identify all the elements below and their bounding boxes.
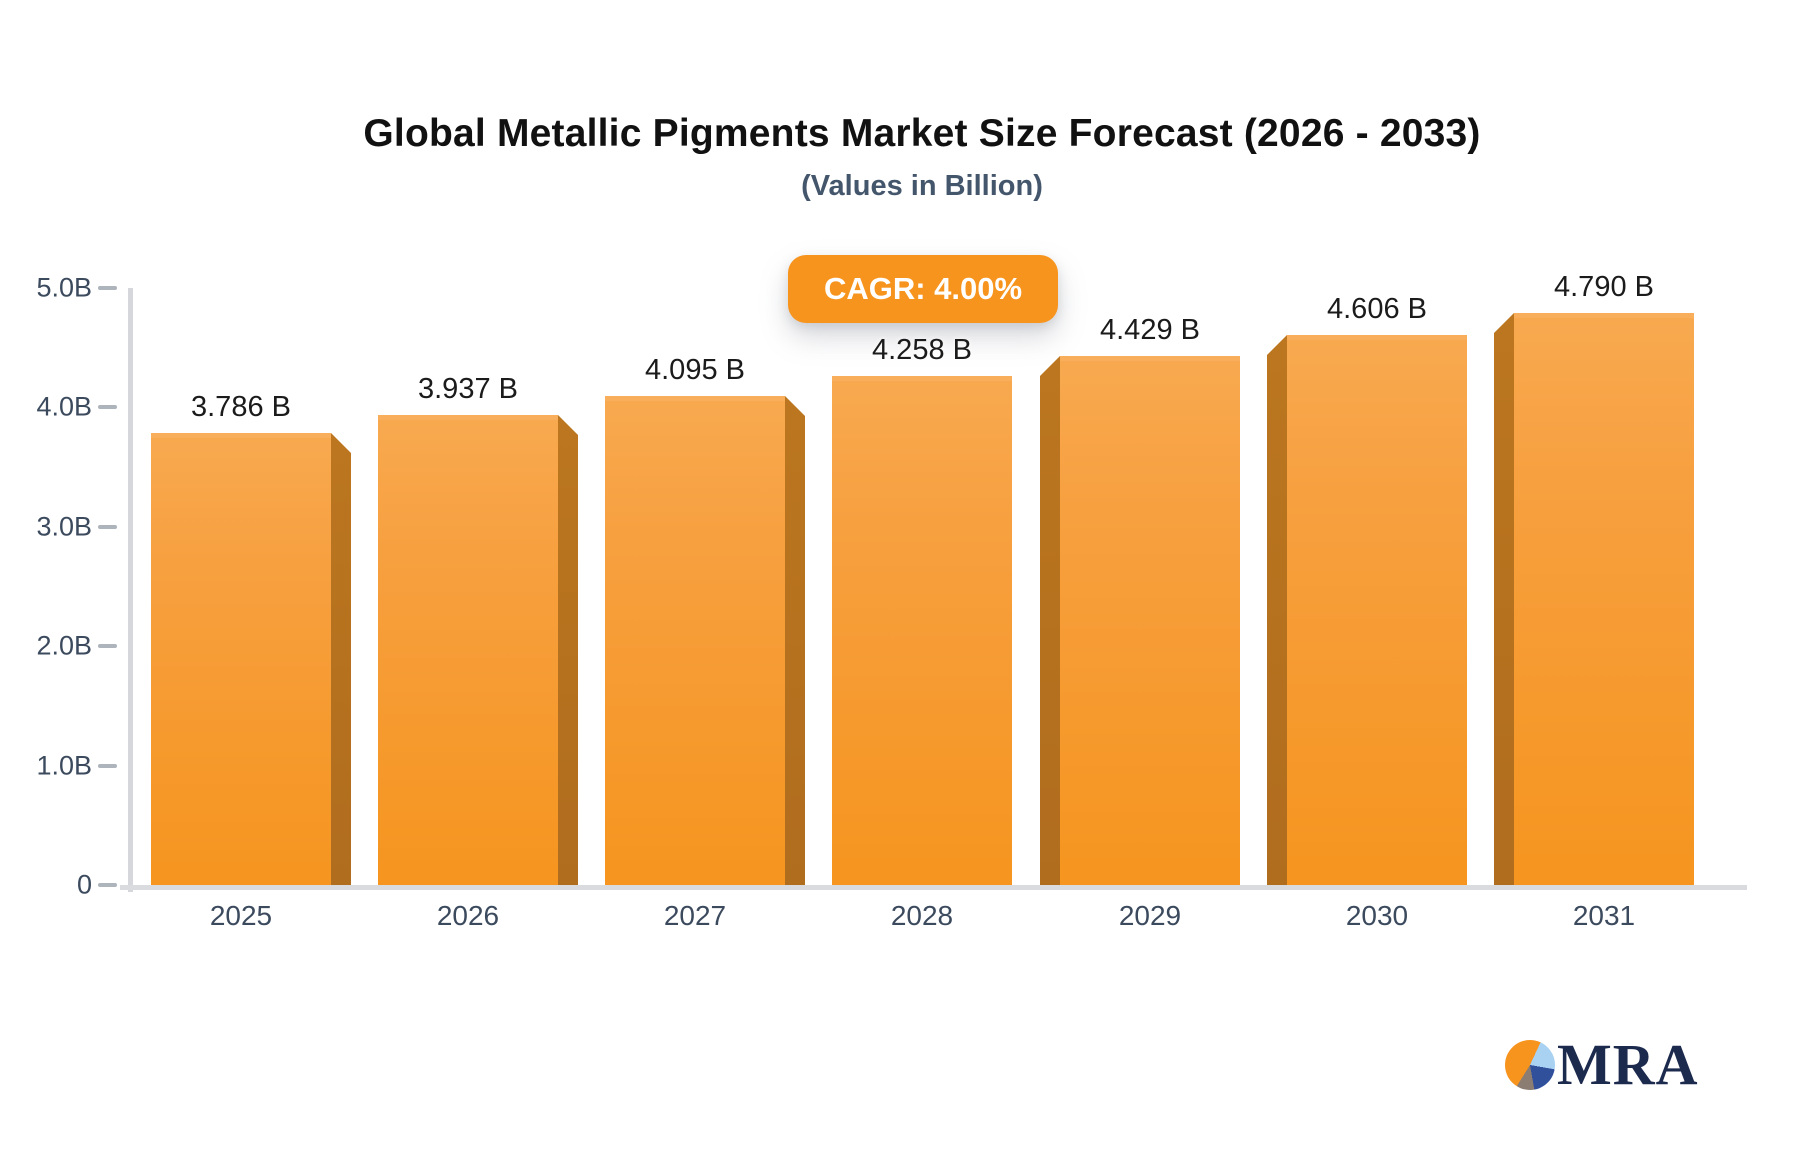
chart-subtitle: (Values in Billion)	[801, 170, 1043, 202]
y-axis-tick-label: 3.0B	[36, 511, 92, 542]
y-axis-tick-label: 2.0B	[36, 630, 92, 661]
bar-value-label: 4.095 B	[645, 354, 745, 386]
x-axis-label-2026: 2026	[436, 900, 500, 931]
y-axis-tick-label: 5.0B	[36, 272, 92, 303]
brand-logo-text: MRA	[1557, 1032, 1699, 1097]
bar-depth-panel	[1494, 313, 1514, 885]
bar-2030	[1287, 335, 1467, 885]
bar-2031	[1514, 313, 1694, 885]
cagr-badge: CAGR: 4.00%	[788, 255, 1058, 323]
bar-2029	[1060, 356, 1240, 885]
x-axis-baseline	[120, 885, 1747, 890]
bar-depth-panel	[558, 415, 578, 885]
bar-value-label: 3.786 B	[191, 391, 291, 423]
y-axis-tick-label: 4.0B	[36, 391, 92, 422]
chart-title: Global Metallic Pigments Market Size For…	[363, 112, 1481, 155]
bar-value-label: 4.258 B	[872, 334, 972, 366]
y-axis-line	[128, 288, 133, 892]
bar-2026	[378, 415, 558, 885]
x-axis-label-2025: 2025	[209, 900, 273, 931]
y-axis-tick	[98, 286, 117, 290]
y-axis-tick	[98, 405, 117, 409]
bar-value-label: 4.429 B	[1100, 314, 1200, 346]
bar-value-label: 4.606 B	[1327, 293, 1427, 325]
bar-2028	[832, 376, 1012, 885]
bar-depth-panel	[331, 433, 351, 885]
y-axis-tick-label: 1.0B	[36, 750, 92, 781]
bar-depth-panel	[785, 396, 805, 885]
y-axis-tick-label: 0	[76, 869, 92, 900]
bar-depth-panel	[1040, 356, 1060, 885]
y-axis-tick	[98, 644, 117, 648]
x-axis-label-2031: 2031	[1572, 900, 1636, 931]
x-axis-label-2027: 2027	[663, 900, 727, 931]
bar-value-label: 3.937 B	[418, 373, 518, 405]
bar-depth-panel	[1267, 335, 1287, 885]
x-axis-label-2030: 2030	[1345, 900, 1409, 931]
bar-2025	[151, 433, 331, 885]
pie-chart-logo-icon	[1505, 1040, 1555, 1090]
cagr-badge-label: CAGR: 4.00%	[823, 271, 1023, 306]
bar-2027	[605, 396, 785, 885]
x-axis-label-2028: 2028	[890, 900, 954, 931]
y-axis-tick	[98, 525, 117, 529]
y-axis-tick	[98, 764, 117, 768]
bar-value-label: 4.790 B	[1554, 271, 1654, 303]
y-axis-tick	[98, 883, 117, 887]
x-axis-label-2029: 2029	[1118, 900, 1182, 931]
brand-logo: MRA	[1505, 1036, 1699, 1094]
